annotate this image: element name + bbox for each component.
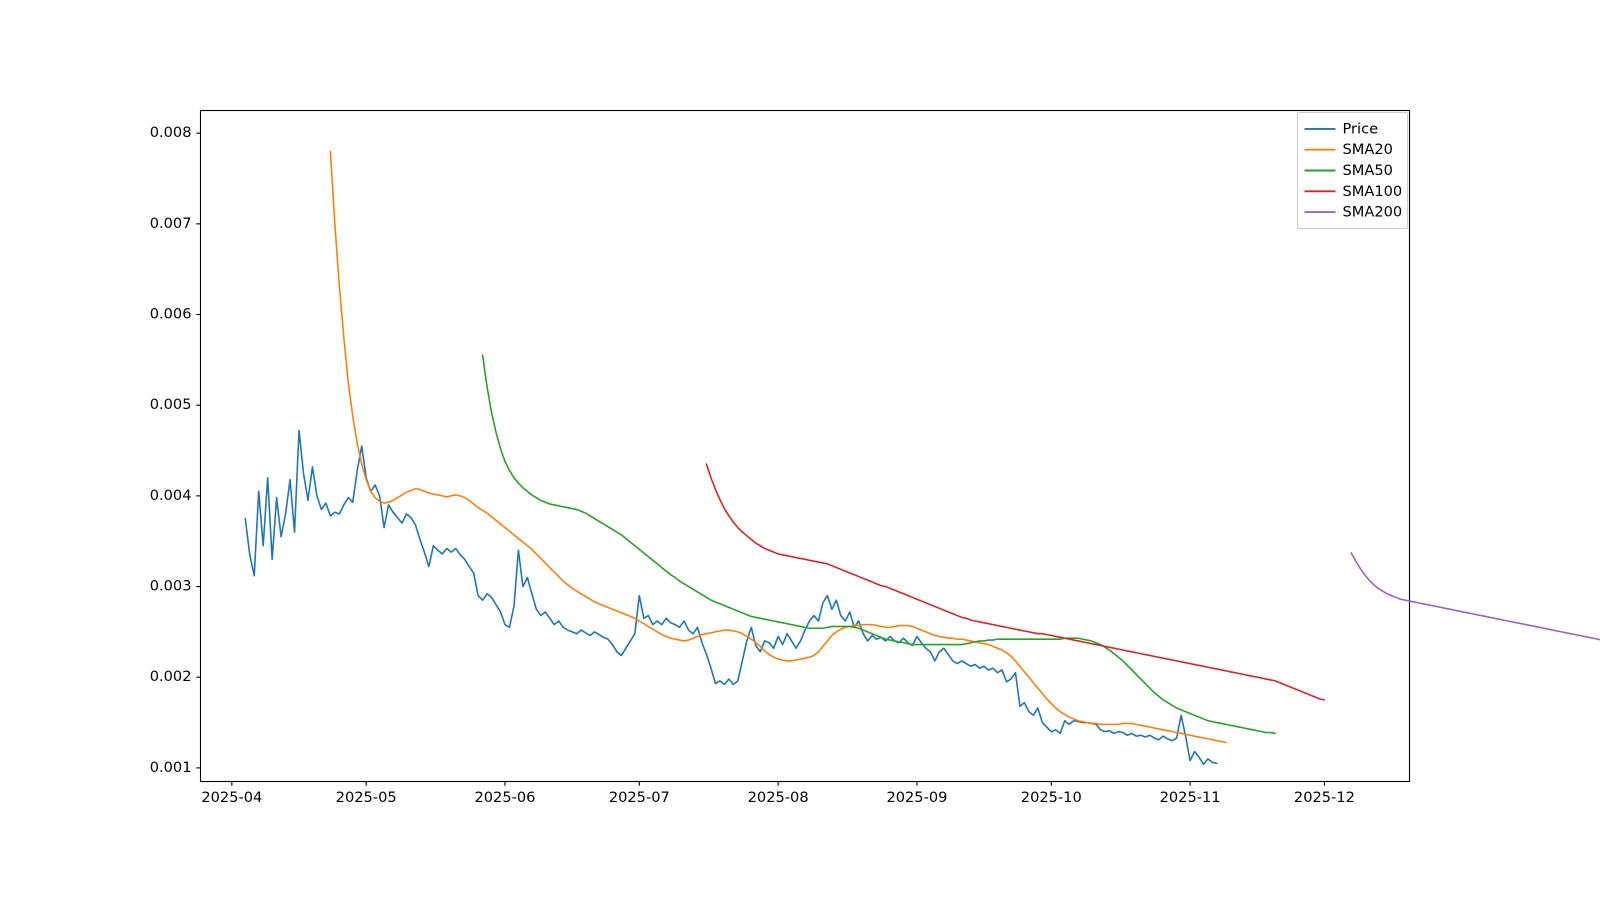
series-line-sma50 [481,354,1276,735]
y-tick-label: 0.003 [150,578,192,595]
legend-label-sma20: SMA20 [1343,141,1393,158]
legend-label-price: Price [1343,120,1379,137]
legend-label-sma100: SMA100 [1343,183,1403,200]
data-series-group [244,150,1600,766]
y-tick-label: 0.005 [150,396,192,413]
series-line-price [244,429,1218,766]
x-tick-label: 2025-05 [336,789,397,806]
plot-border [199,109,1411,783]
y-tick-label: 0.007 [150,215,192,232]
legend-label-sma200: SMA200 [1343,204,1403,221]
x-tick-label: 2025-08 [748,789,809,806]
x-tick-label: 2025-04 [201,789,262,806]
series-line-sma200 [1350,552,1600,641]
legend-frame [1297,112,1408,229]
series-line-sma20 [329,150,1227,744]
y-tick-label: 0.008 [150,124,192,141]
x-tick-label: 2025-09 [886,789,947,806]
x-tick-label: 2025-10 [1021,789,1082,806]
x-tick-label: 2025-06 [474,789,535,806]
legend-label-sma50: SMA50 [1343,162,1393,179]
series-line-sma100 [705,463,1326,701]
x-tick-label: 2025-07 [609,789,670,806]
y-tick-label: 0.006 [150,306,192,323]
y-tick-label: 0.002 [150,668,192,685]
x-tick-label: 2025-11 [1160,789,1221,806]
x-tick-label: 2025-12 [1294,789,1355,806]
y-tick-label: 0.001 [150,759,192,776]
y-tick-label: 0.004 [150,487,192,504]
axes: 0.001 0.002 0.003 0.004 0.005 0.006 0.007 0.008… [150,109,1411,806]
chart-legend: Price SMA20 SMA50 SMA100 SMA200 [1297,112,1408,229]
